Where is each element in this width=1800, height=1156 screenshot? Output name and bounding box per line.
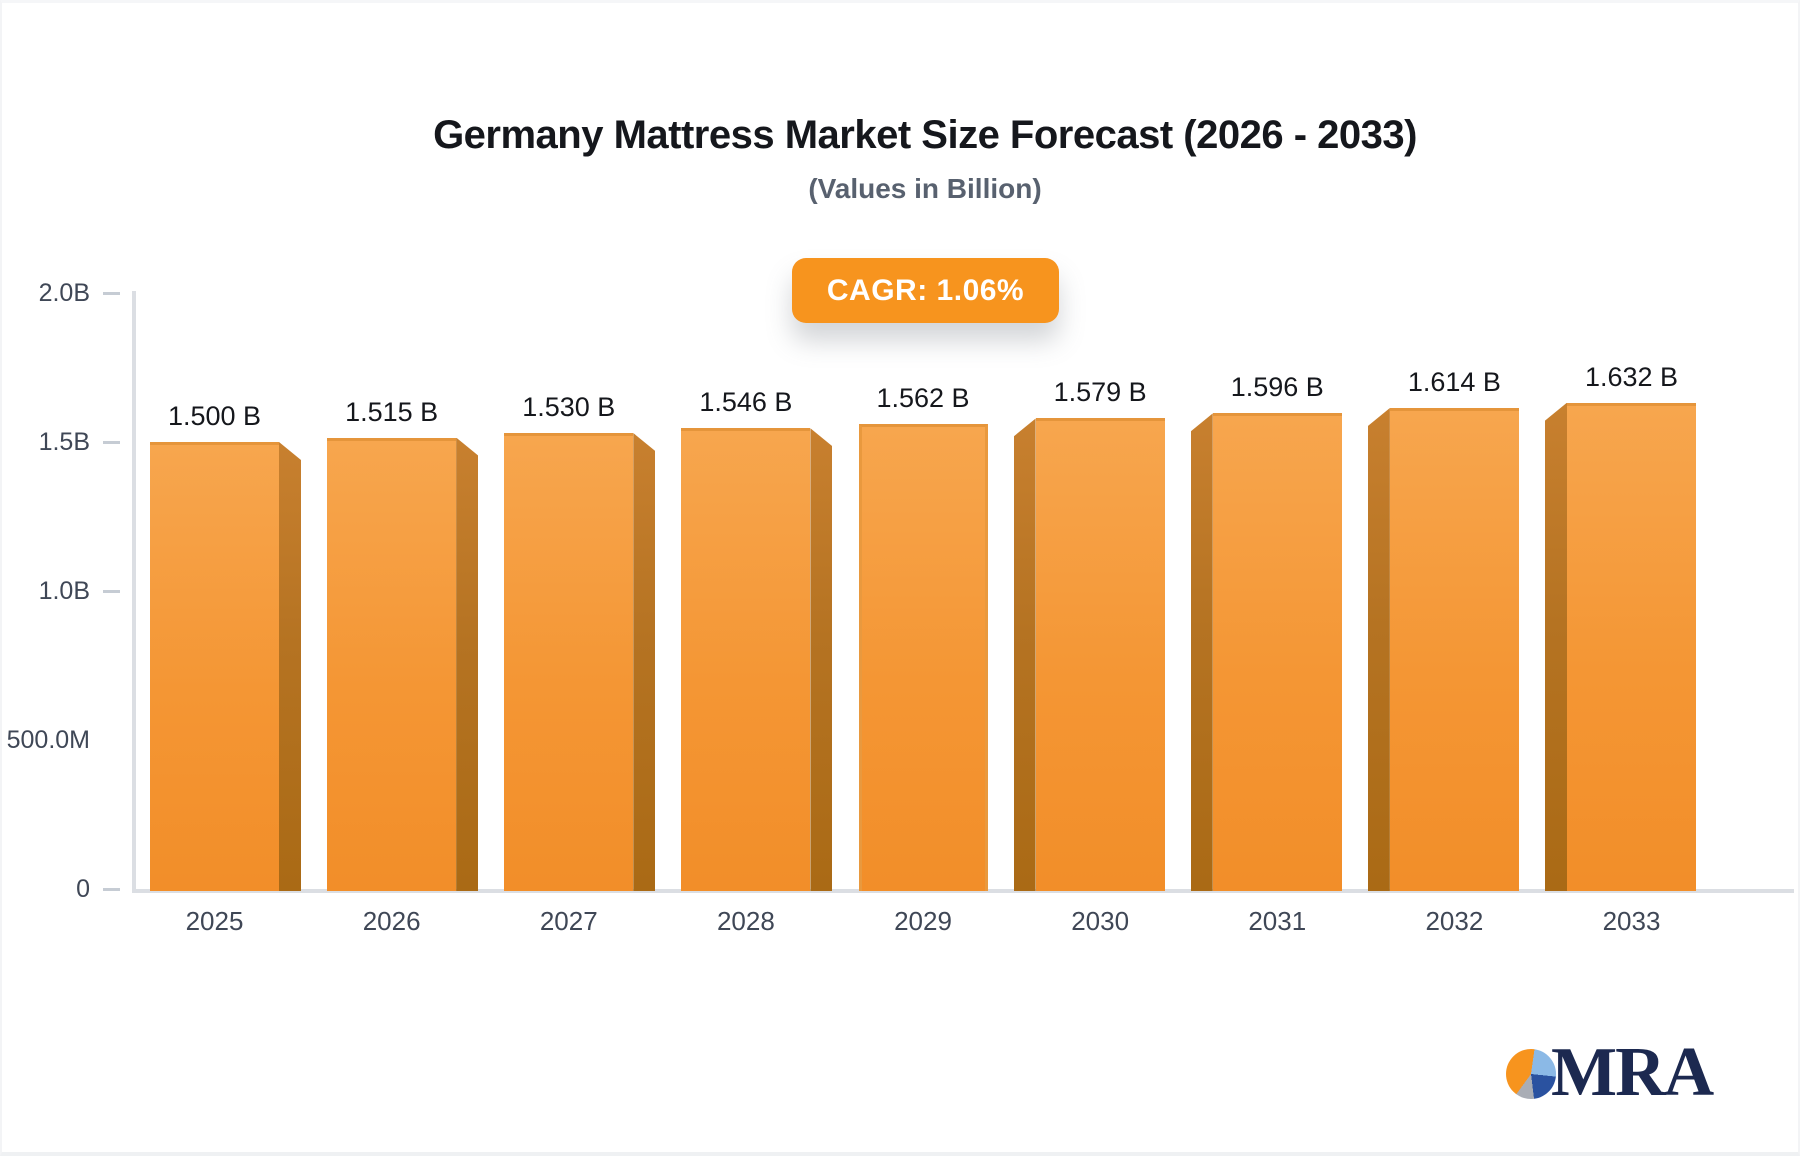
x-tick-label: 2031 [1248,906,1307,936]
bar-2029 [858,423,988,891]
bar-value-label: 1.562 B [876,382,970,413]
bar-2025 [150,442,279,891]
bar-value-label: 1.515 B [345,396,439,427]
plot-area: 2.0B 1.5B 1.0B 500.0M 0 1.500 B 2025 1.515 B 202… [2,3,1798,1152]
x-tick-label: 2026 [362,906,421,936]
bar-value-label: 1.546 B [699,387,793,418]
x-tick-label: 2028 [716,906,775,936]
bar-side-panel [1367,408,1390,891]
y-tick-label: 1.5B [38,428,90,456]
bar-side-panel [1190,413,1213,891]
bar-value-label: 1.500 B [167,401,262,431]
bar-side-panel [456,437,479,891]
x-tick-label: 2027 [539,906,598,936]
bar-2030 [1035,418,1165,891]
bar-value-label: 1.530 B [522,392,616,423]
x-tick-label: 2025 [185,906,244,936]
bar-side-panel [633,433,656,891]
bar-2027 [504,433,634,891]
y-tick-label: 500.0M [6,726,90,754]
chart-subtitle: (Values in Billion) [808,173,1042,204]
bar-2033 [1567,402,1696,891]
y-tick-label: 0 [76,875,90,903]
bar-2028 [681,428,811,891]
brand-logo-text: MRA [1551,1034,1714,1111]
bar-value-label: 1.579 B [1053,377,1147,408]
brand-logo: MRA [1506,1033,1726,1113]
y-tick-dash [103,888,120,891]
x-tick-label: 2029 [894,906,952,936]
cagr-badge-label: CAGR: 1.06% [826,273,1025,307]
pie-chart-logo-icon [1506,1049,1556,1099]
y-tick-dash [103,441,120,444]
bar-value-label: 1.614 B [1407,367,1501,398]
bar-side-panel [1545,402,1567,891]
chart-title: Germany Mattress Market Size Forecast (2… [433,113,1417,157]
y-axis-line [132,291,136,893]
y-tick-dash [103,292,120,295]
bar-side-panel [810,428,833,891]
y-tick-label: 2.0B [38,279,90,307]
y-tick-label: 1.0B [38,577,90,605]
bar-side-panel [1013,418,1036,891]
x-tick-label: 2030 [1071,906,1130,936]
bar-2031 [1212,413,1342,891]
y-tick-dash [103,590,120,593]
bar-side-panel [279,442,301,891]
bar-value-label: 1.632 B [1584,361,1679,392]
cagr-badge: CAGR: 1.06% [792,258,1059,323]
x-axis-baseline [132,889,1794,893]
x-tick-label: 2033 [1602,906,1661,936]
x-tick-label: 2032 [1425,906,1484,936]
bar-2032 [1389,408,1519,891]
bar-value-label: 1.596 B [1230,372,1324,403]
bar-2026 [327,437,457,891]
